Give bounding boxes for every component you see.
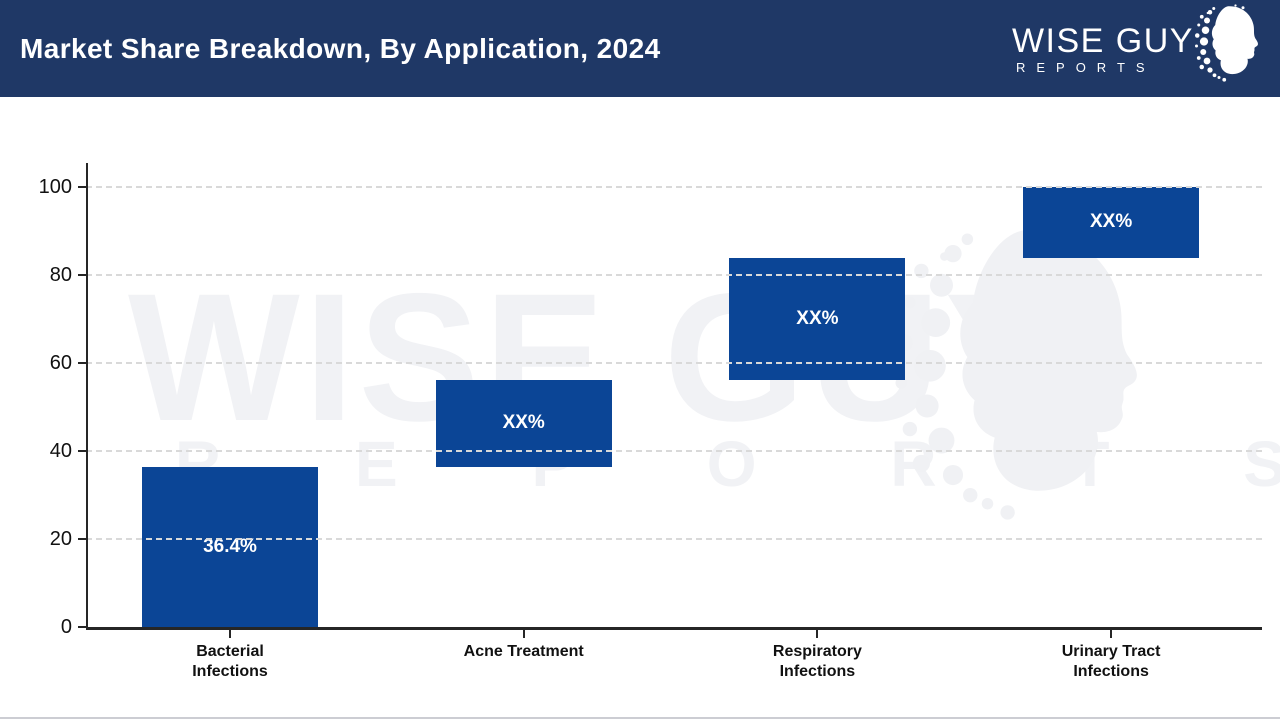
bar-acne-treatment: XX% (435, 379, 612, 467)
bar-respiratory-infections: XX% (729, 257, 906, 380)
bottom-border (0, 717, 1280, 719)
x-category-label-acne-treatment: Acne Treatment (463, 643, 584, 660)
x-category-label-bacterial-infections: Bacterial Infections (192, 643, 268, 680)
y-tick-80 (78, 274, 86, 276)
y-tick-100 (78, 186, 86, 188)
page-title: Market Share Breakdown, By Application, … (20, 32, 661, 64)
wise-guy-reports-logo: WISE GUY REPORTS (1012, 4, 1266, 94)
gridline-y100 (86, 186, 1262, 188)
y-tick-label-100: 100 (38, 176, 72, 198)
gridline-y40 (86, 450, 1262, 452)
logo-wordmark: WISE GUY (1011, 21, 1194, 60)
bar-value-label-bacterial-infections: 36.4% (203, 535, 257, 557)
y-tick-60 (78, 362, 86, 364)
x-tick-acne-treatment (522, 630, 525, 638)
logo-subtitle: REPORTS (1015, 59, 1156, 75)
y-axis-line (86, 163, 88, 629)
y-tick-0 (78, 626, 86, 628)
x-axis-line (86, 627, 1262, 630)
chart-area: WISE GUY R E P O R T S 0 20 40 60 80 100 36.4%… (0, 97, 1280, 720)
bar-value-label-urinary-tract-infections: XX% (1089, 211, 1133, 233)
x-tick-respiratory-infections (816, 630, 819, 638)
y-tick-label-20: 20 (49, 528, 72, 550)
x-category-label-urinary-tract-infections: Urinary Tract Infections (1061, 643, 1161, 680)
gridline-y60 (86, 362, 1262, 364)
bar-value-label-respiratory-infections: XX% (796, 307, 839, 329)
x-tick-bacterial-infections (229, 630, 231, 638)
y-tick-40 (78, 450, 86, 452)
dotted-head-profile-icon (1190, 4, 1266, 94)
bar-urinary-tract-infections: XX% (1023, 187, 1200, 258)
gridline-y20 (86, 538, 1262, 540)
bar-bacterial-infections: 36.4% (142, 466, 318, 627)
gridline-y80 (86, 274, 1262, 276)
header-bar: Market Share Breakdown, By Application, … (0, 0, 1280, 97)
x-category-label-respiratory-infections: Respiratory Infections (772, 643, 862, 680)
bar-value-label-acne-treatment: XX% (502, 412, 545, 434)
y-tick-20 (78, 538, 86, 540)
logo-text: WISE GUY REPORTS (1012, 24, 1194, 74)
x-tick-urinary-tract-infections (1110, 630, 1113, 638)
y-tick-label-80: 80 (49, 264, 72, 286)
y-tick-label-40: 40 (49, 440, 72, 462)
y-tick-label-0: 0 (60, 616, 72, 638)
y-tick-label-60: 60 (49, 352, 72, 374)
